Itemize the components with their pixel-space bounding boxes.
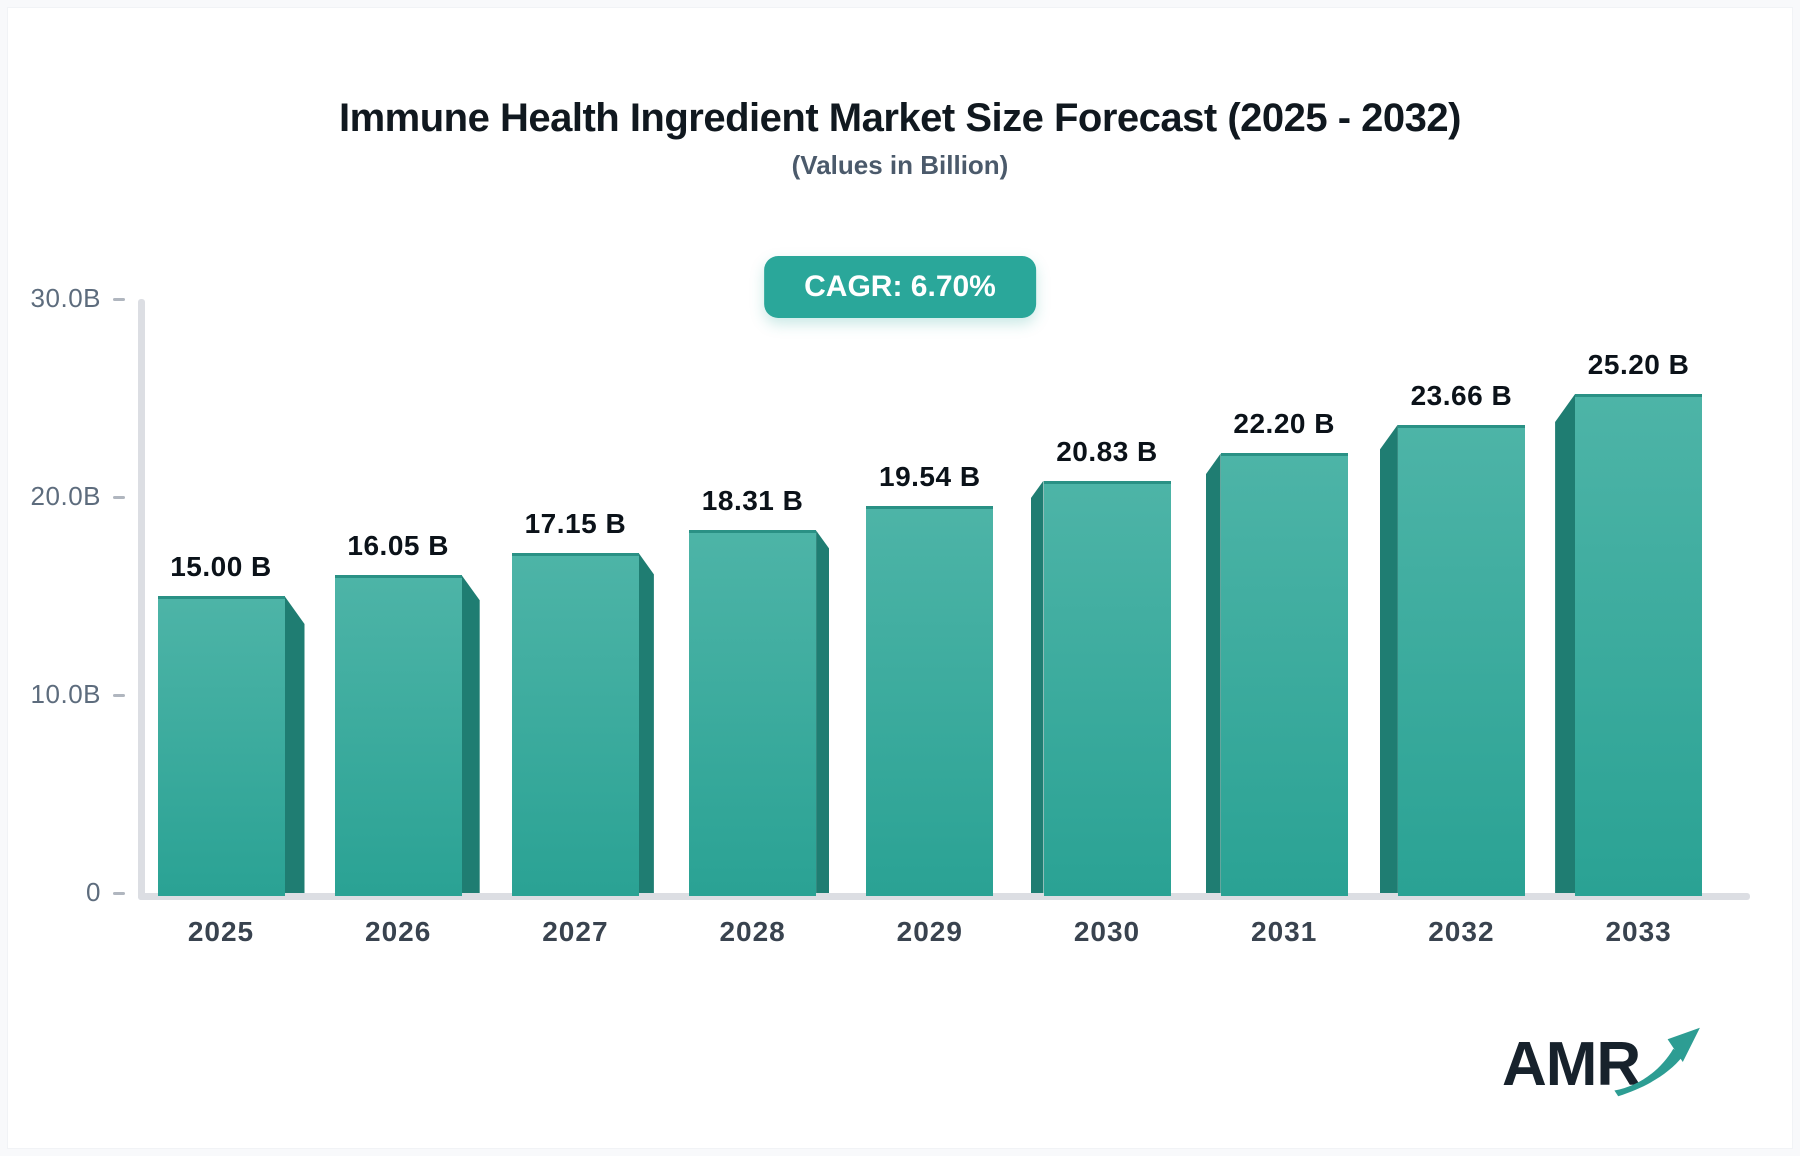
bar (866, 506, 994, 896)
bar-value-label: 15.00 B (170, 551, 272, 582)
bar-3d-side (461, 575, 480, 893)
x-axis-label: 2032 (1428, 916, 1495, 947)
bar-value-label: 22.20 B (1233, 408, 1335, 440)
bar-3d-side (1205, 453, 1221, 893)
y-axis-label: 20.0B (30, 481, 101, 511)
bar-3d-side (1555, 394, 1576, 893)
bar-value-label: 20.83 B (1056, 435, 1158, 467)
x-axis-label: 2025 (187, 916, 255, 947)
bar-value-label: 19.54 B (879, 461, 981, 493)
chart-title: Immune Health Ingredient Market Size For… (338, 96, 1462, 140)
y-axis-tick (113, 496, 125, 499)
bar-3d-side (284, 596, 305, 893)
y-axis-tick (113, 298, 125, 301)
bar-value-label: 16.05 B (347, 530, 449, 562)
bar (1043, 480, 1171, 896)
y-axis-tick (113, 892, 125, 895)
bar-3d-side (638, 553, 654, 893)
x-axis-line (138, 893, 1750, 900)
cagr-badge: CAGR: 6.70% (764, 256, 1036, 318)
y-axis-label: 0 (86, 877, 101, 907)
bar-3d-side (1030, 480, 1044, 893)
bar (1220, 453, 1348, 896)
y-axis-line (138, 299, 145, 900)
amr-logo: AMR (1502, 1026, 1702, 1106)
bar-value-label: 23.66 B (1410, 379, 1513, 411)
x-axis-label: 2030 (1073, 916, 1141, 947)
growth-arrow-icon (1614, 1027, 1700, 1097)
amr-logo-text: AMR (1502, 1030, 1641, 1099)
x-axis-label: 2031 (1251, 916, 1318, 947)
bar-value-label: 25.20 B (1587, 349, 1690, 381)
y-axis-label: 10.0B (30, 679, 101, 709)
bar-value-label: 18.31 B (701, 485, 804, 517)
bar (157, 596, 285, 896)
chart-card: Immune Health Ingredient Market Size For… (7, 7, 1793, 1149)
bar (1575, 394, 1703, 896)
y-axis-tick (113, 694, 125, 697)
x-axis-label: 2033 (1605, 916, 1672, 947)
x-axis-label: 2028 (719, 916, 786, 947)
y-axis-label: 30.0B (30, 283, 101, 313)
bar-3d-side (816, 530, 830, 893)
bar-value-label: 17.15 B (524, 508, 627, 540)
bar-chart-plot: 0 10.0B 20.0B 30.0B 15.00 B 2025 16.05 B 2026 17… (8, 8, 1792, 1148)
chart-subtitle: (Values in Billion) (791, 150, 1009, 180)
x-axis-label: 2026 (365, 916, 432, 947)
x-axis-label: 2027 (542, 916, 609, 947)
bar (511, 553, 639, 896)
bar (1397, 424, 1525, 896)
bar-3d-side (1379, 424, 1398, 893)
bar (334, 575, 462, 896)
bar (689, 530, 817, 896)
x-axis-label: 2029 (896, 916, 963, 947)
